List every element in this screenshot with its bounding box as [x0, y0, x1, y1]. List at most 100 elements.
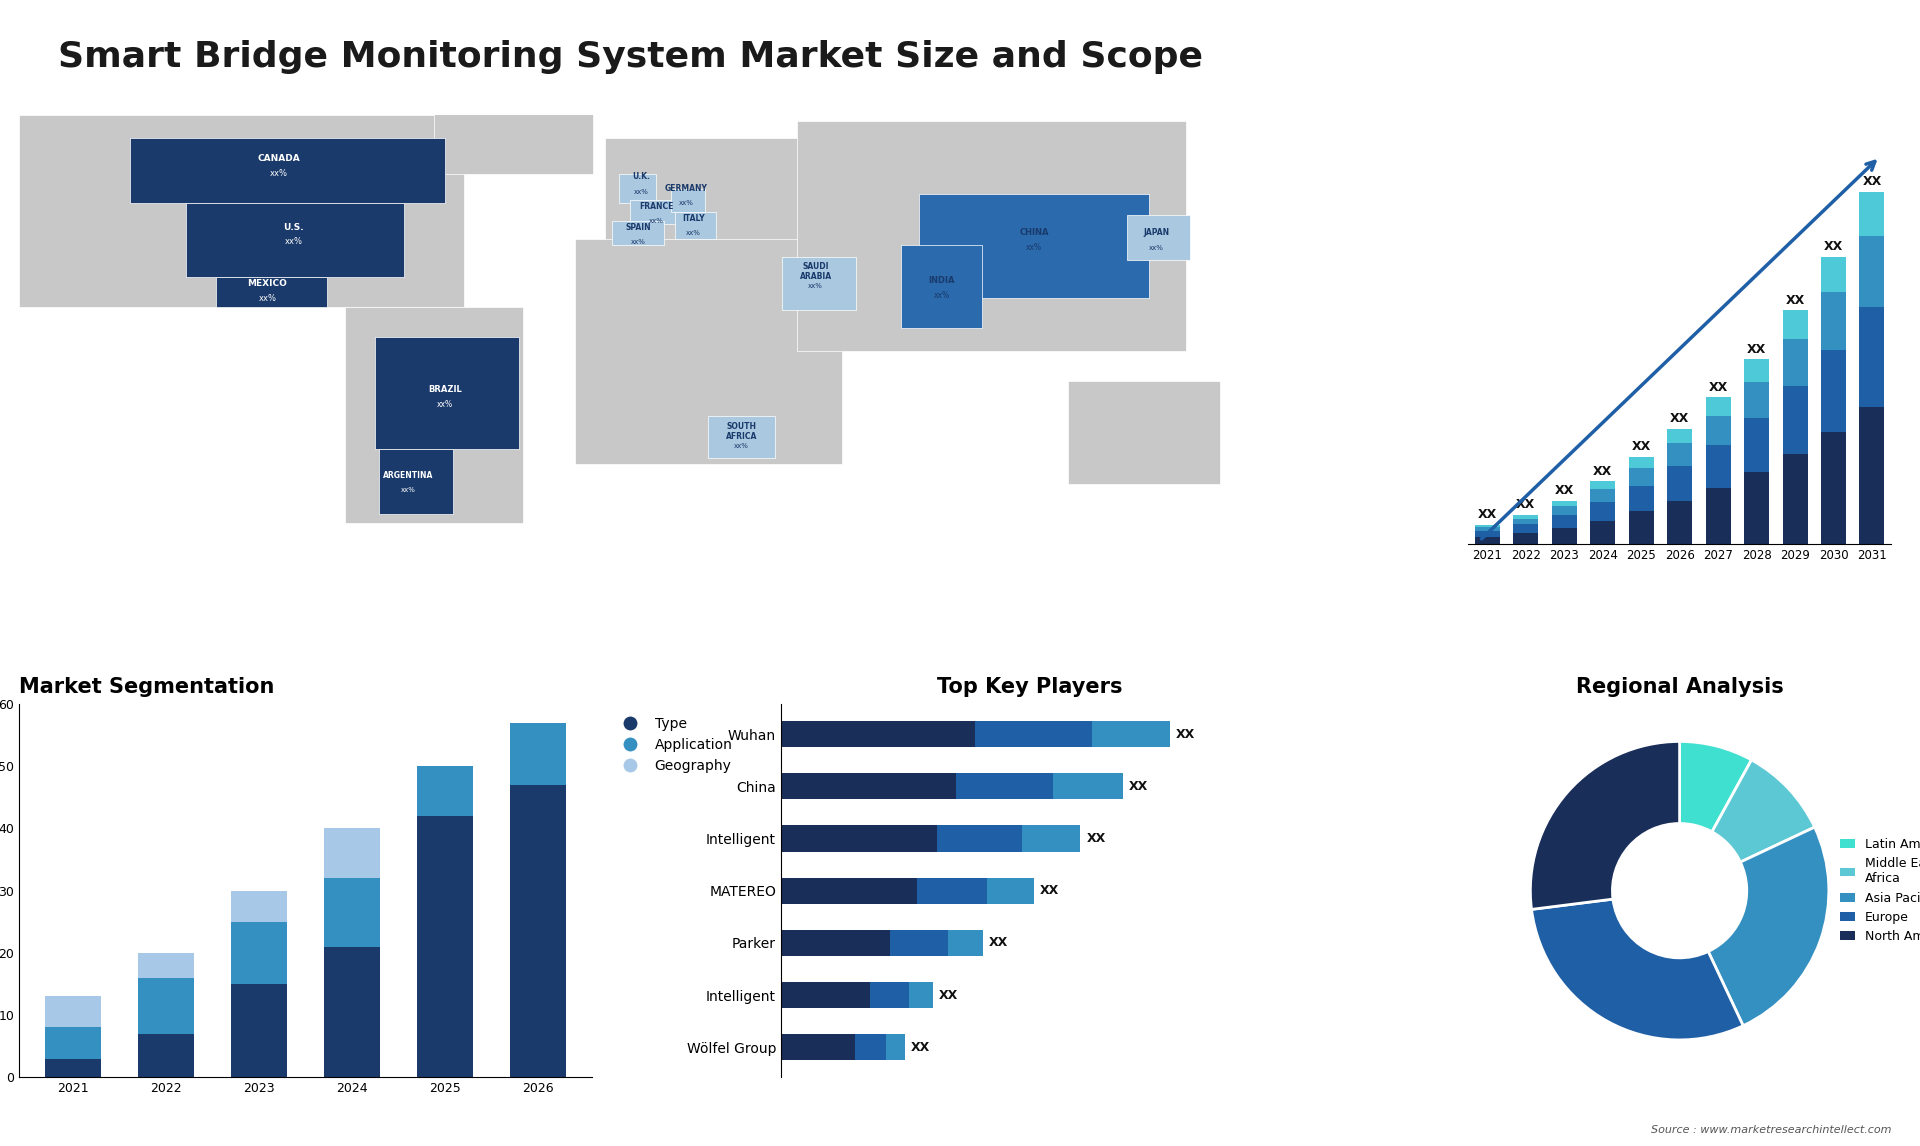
Bar [975, 721, 1092, 747]
Text: xx%: xx% [678, 201, 693, 206]
Text: XX: XX [939, 989, 958, 1002]
Text: SOUTH
AFRICA: SOUTH AFRICA [726, 422, 756, 440]
Text: xx%: xx% [1027, 243, 1043, 252]
Bar [1705, 445, 1730, 488]
Bar [46, 996, 102, 1028]
Bar [918, 878, 987, 904]
Text: xx%: xx% [401, 487, 415, 494]
Text: XX: XX [912, 1041, 931, 1053]
Text: xx%: xx% [630, 238, 645, 245]
Bar [1475, 525, 1500, 527]
Wedge shape [1532, 900, 1743, 1039]
Text: INDIA: INDIA [929, 276, 954, 285]
Bar [1667, 466, 1692, 501]
Text: XX: XX [989, 936, 1008, 949]
Bar [1513, 518, 1538, 525]
Bar [511, 723, 566, 785]
Bar [1628, 457, 1653, 468]
Bar [987, 878, 1033, 904]
Text: XX: XX [1632, 440, 1651, 454]
Text: XX: XX [1824, 240, 1843, 253]
Bar [1590, 481, 1615, 489]
Bar [1475, 536, 1500, 543]
Text: XX: XX [1175, 728, 1194, 740]
Text: xx%: xx% [634, 189, 649, 195]
Text: CHINA: CHINA [1020, 228, 1048, 237]
Bar [1859, 307, 1884, 407]
Text: MEXICO: MEXICO [248, 278, 288, 288]
Text: xx%: xx% [685, 230, 701, 236]
Bar [1743, 472, 1768, 543]
Bar [781, 1034, 854, 1060]
Bar [1667, 444, 1692, 466]
Bar [1820, 257, 1845, 292]
Bar [324, 829, 380, 878]
Bar [937, 825, 1021, 851]
Bar [885, 1034, 906, 1060]
Text: XX: XX [1478, 509, 1498, 521]
Bar [1743, 359, 1768, 382]
Wedge shape [1530, 741, 1680, 910]
Text: XX: XX [1747, 343, 1766, 355]
Wedge shape [1709, 827, 1830, 1026]
Text: xx%: xx% [733, 444, 749, 449]
Bar [1743, 382, 1768, 418]
Bar [511, 785, 566, 1077]
Bar [1782, 339, 1807, 386]
Bar [1667, 501, 1692, 543]
Bar [417, 816, 472, 1077]
Text: JAPAN: JAPAN [1144, 228, 1169, 237]
Bar [1551, 515, 1576, 528]
Text: CANADA: CANADA [257, 155, 300, 164]
Text: XX: XX [1670, 413, 1690, 425]
Bar [1590, 489, 1615, 502]
Text: XX: XX [1555, 484, 1574, 497]
Bar [1820, 350, 1845, 432]
Bar [1859, 193, 1884, 236]
Bar [230, 984, 286, 1077]
Wedge shape [1713, 760, 1814, 862]
Text: Smart Bridge Monitoring System Market Size and Scope: Smart Bridge Monitoring System Market Si… [58, 40, 1202, 74]
Text: SPAIN: SPAIN [626, 222, 651, 231]
Text: Market Segmentation: Market Segmentation [19, 677, 275, 697]
Bar [1628, 468, 1653, 486]
Bar [1513, 533, 1538, 543]
Text: XX: XX [1129, 779, 1148, 793]
Text: XX: XX [1594, 464, 1613, 478]
Bar [1551, 501, 1576, 507]
Bar [1551, 507, 1576, 515]
Bar [1705, 398, 1730, 416]
Bar [1475, 527, 1500, 531]
Bar [910, 982, 933, 1008]
Bar [1513, 525, 1538, 533]
Bar [1820, 432, 1845, 543]
Text: Source : www.marketresearchintellect.com: Source : www.marketresearchintellect.com [1651, 1124, 1891, 1135]
Bar [1782, 386, 1807, 454]
Wedge shape [1680, 741, 1751, 832]
Bar [956, 774, 1054, 800]
Title: Regional Analysis: Regional Analysis [1576, 677, 1784, 697]
Text: xx%: xx% [438, 400, 453, 409]
Text: U.S.: U.S. [282, 222, 303, 231]
Text: ARGENTINA: ARGENTINA [382, 471, 434, 480]
Text: XX: XX [1862, 175, 1882, 188]
Bar [781, 774, 956, 800]
Bar [230, 890, 286, 921]
Text: U.K.: U.K. [634, 172, 651, 181]
Bar [1859, 236, 1884, 307]
Bar [1054, 774, 1123, 800]
Bar [46, 1059, 102, 1077]
Text: XX: XX [1039, 885, 1058, 897]
Bar [324, 878, 380, 947]
Bar [1667, 429, 1692, 444]
Legend: Latin America, Middle East &
Africa, Asia Pacific, Europe, North America: Latin America, Middle East & Africa, Asi… [1836, 833, 1920, 948]
Text: xx%: xx% [259, 293, 276, 303]
Bar [781, 878, 918, 904]
Bar [1705, 488, 1730, 543]
Bar [889, 929, 948, 956]
Text: xx%: xx% [649, 218, 664, 225]
Bar [1628, 486, 1653, 511]
Bar [138, 1034, 194, 1077]
Bar [46, 1028, 102, 1059]
Bar [1820, 292, 1845, 350]
